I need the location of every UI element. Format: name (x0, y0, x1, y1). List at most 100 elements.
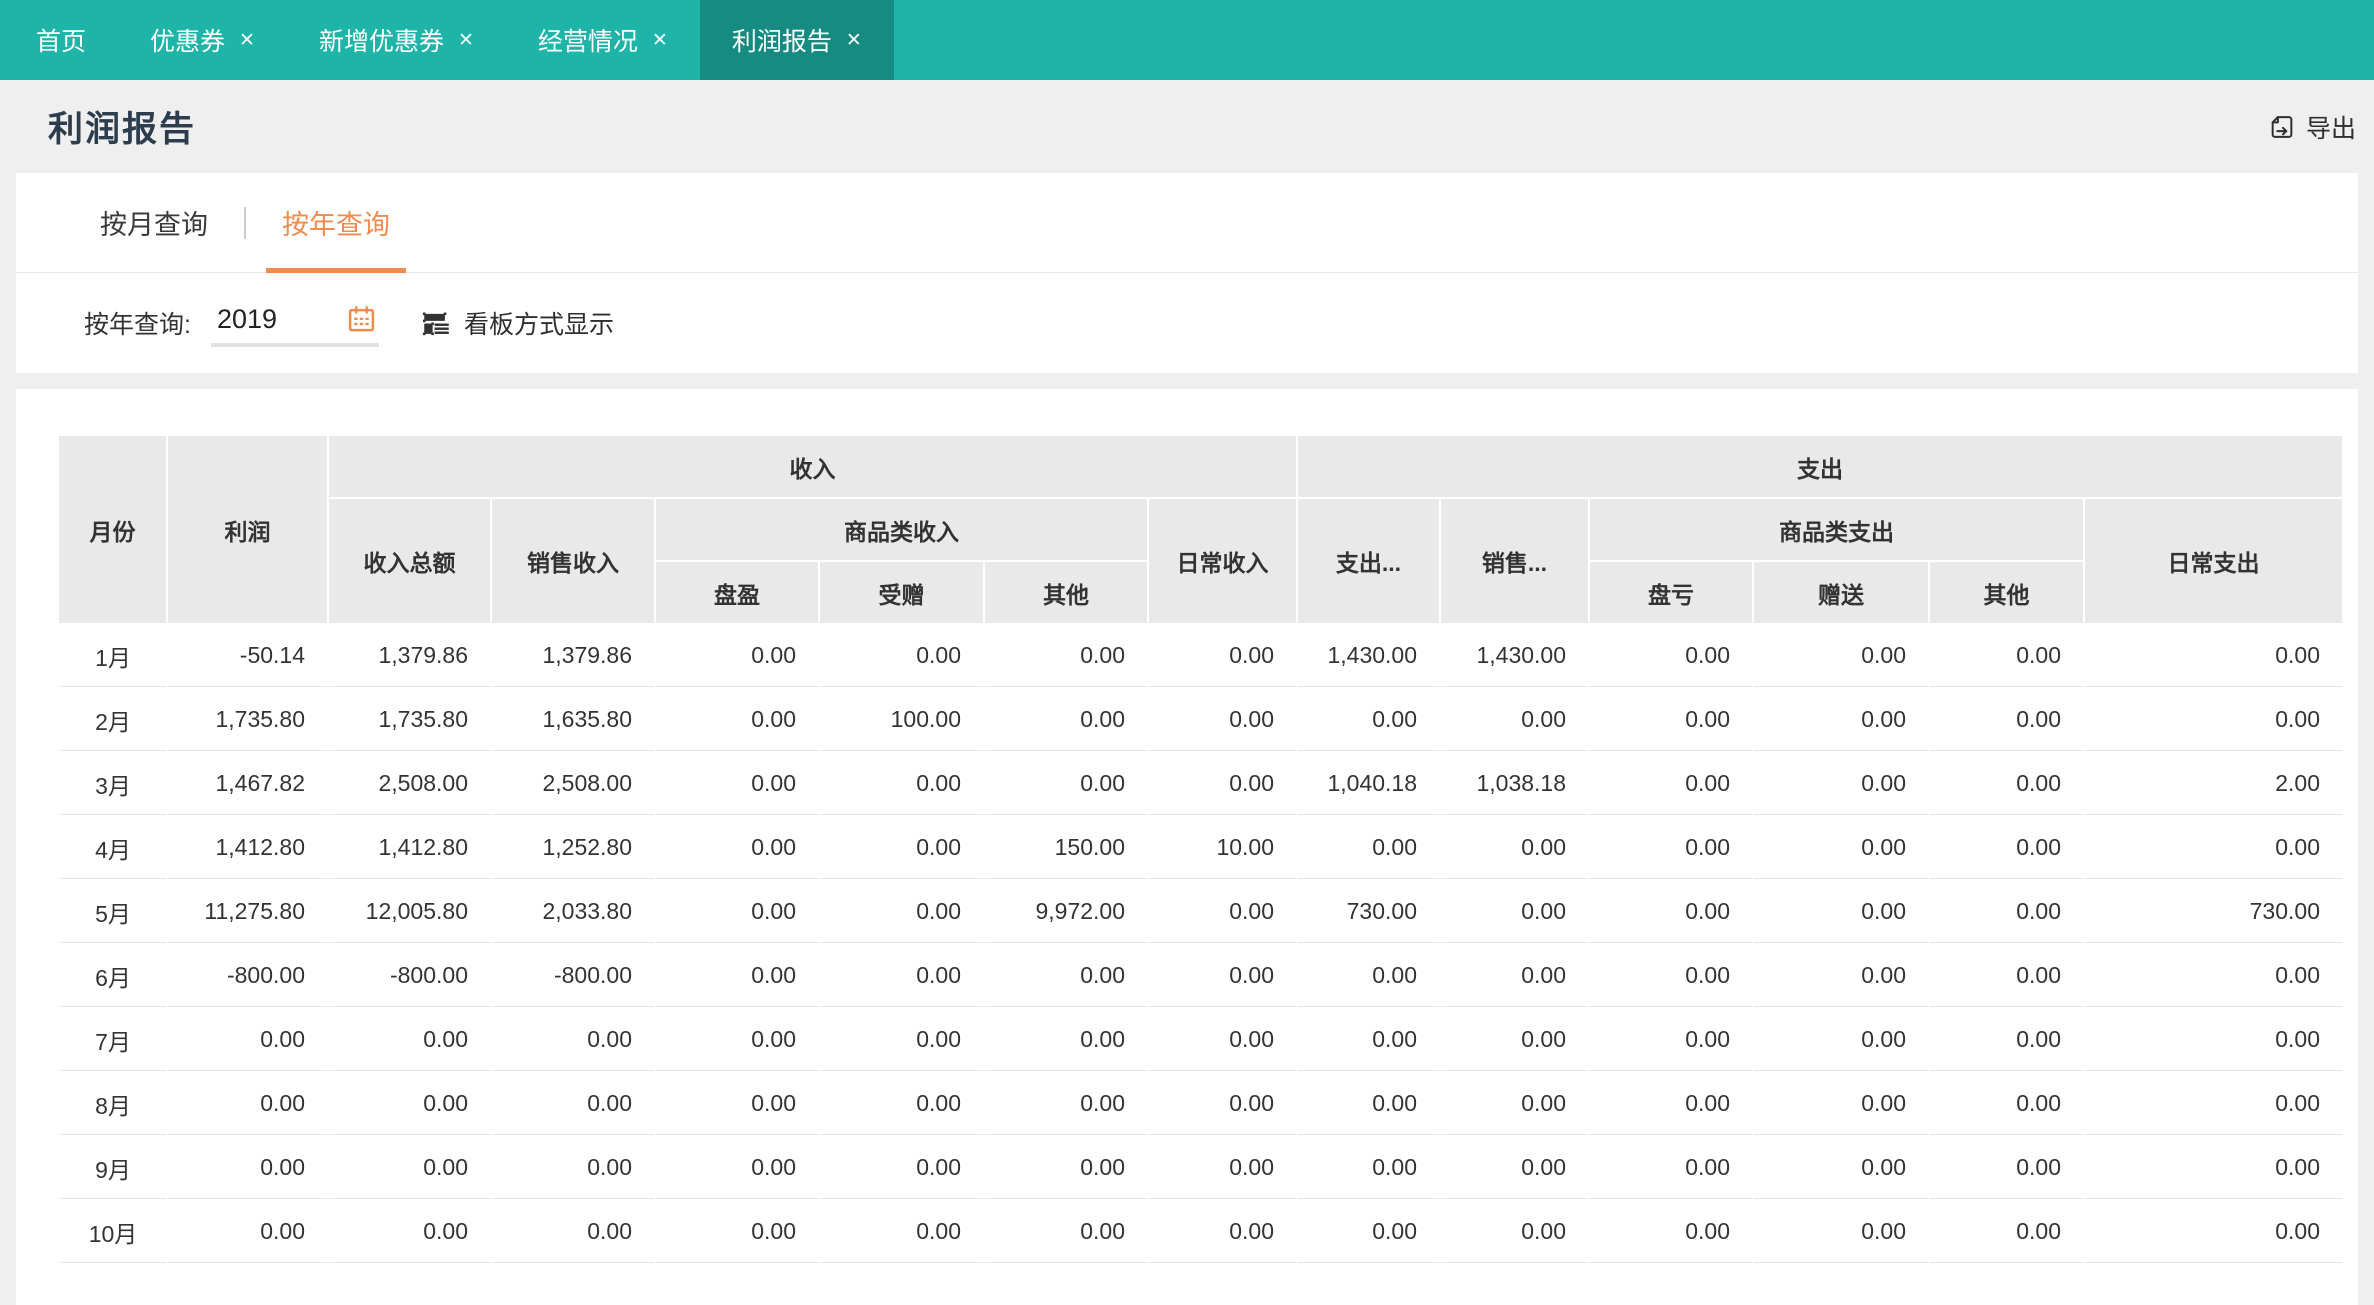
value-cell: 1,040.18 (1298, 753, 1439, 815)
export-button[interactable]: 导出 (2268, 109, 2356, 145)
close-icon[interactable]: ✕ (457, 29, 474, 51)
tab-by-month[interactable]: 按月查询 (100, 210, 208, 240)
value-cell: 2,508.00 (329, 753, 490, 815)
value-cell: 11,275.80 (168, 881, 327, 943)
value-cell: 0.00 (1930, 817, 2083, 879)
nav-tab[interactable]: 首页 (4, 0, 118, 80)
value-cell: 0.00 (329, 1009, 490, 1071)
value-cell: 0.00 (1590, 753, 1752, 815)
calendar-icon[interactable] (346, 304, 377, 335)
value-cell: 0.00 (1441, 1073, 1588, 1135)
value-cell: 0.00 (820, 753, 983, 815)
year-filter-label: 按年查询: (84, 311, 191, 339)
value-cell: 0.00 (2085, 1073, 2342, 1135)
close-icon[interactable]: ✕ (239, 29, 255, 51)
value-cell: 0.00 (2085, 1009, 2342, 1071)
value-cell: 0.00 (820, 625, 983, 687)
query-panel: 按月查询 按年查询 按年查询: 2019 (16, 173, 2358, 373)
value-cell: 0.00 (820, 881, 983, 943)
value-cell: 0.00 (1298, 1137, 1439, 1199)
value-cell: 0.00 (1590, 689, 1752, 751)
value-cell: 1,379.86 (329, 625, 490, 687)
value-cell: 0.00 (2085, 1137, 2342, 1199)
table-header: 月份 利润 收入 支出 收入总额 销售收入 商品类收入 日常收入 支出... 销… (59, 436, 2342, 623)
table-row: 7月 0.00 0.00 0.00 0.00 0.00 0.00 0.00 0.00 0.00 0.… (59, 1009, 2342, 1071)
month-cell: 7月 (59, 1009, 166, 1071)
page-title: 利润报告 (48, 110, 197, 149)
table-row: 4月 1,412.80 1,412.80 1,252.80 0.00 0.00 150.00… (59, 817, 2342, 879)
value-cell: 0.00 (1441, 945, 1588, 1007)
table-row: 1月 -50.14 1,379.86 1,379.86 0.00 0.00 0.00 0.00… (59, 625, 2342, 687)
value-cell: 0.00 (2085, 689, 2342, 751)
value-cell: 0.00 (492, 1009, 654, 1071)
board-view-toggle[interactable]: 看板方式显示 (421, 305, 614, 341)
header-daily-income: 日常收入 (1149, 499, 1296, 623)
value-cell: 0.00 (168, 1009, 327, 1071)
value-cell: 0.00 (1441, 1009, 1588, 1071)
value-cell: 0.00 (329, 1201, 490, 1263)
value-cell: 0.00 (1930, 1073, 2083, 1135)
value-cell: 0.00 (820, 1201, 983, 1263)
value-cell: 1,430.00 (1298, 625, 1439, 687)
value-cell: 0.00 (1298, 689, 1439, 751)
value-cell: 0.00 (2085, 817, 2342, 879)
value-cell: 1,379.86 (492, 625, 654, 687)
value-cell: 0.00 (1590, 1073, 1752, 1135)
value-cell: 0.00 (1930, 1009, 2083, 1071)
close-icon[interactable]: ✕ (845, 29, 862, 51)
value-cell: 0.00 (1590, 1009, 1752, 1071)
header-sales-income: 销售收入 (492, 499, 654, 623)
top-tab-bar: 首页 优惠券 ✕ 新增优惠券 ✕ 经营情况 ✕ 利润报告 ✕ (0, 0, 2374, 80)
nav-tab[interactable]: 优惠券 ✕ (118, 0, 287, 80)
value-cell: 0.00 (656, 689, 818, 751)
value-cell: 0.00 (1298, 1073, 1439, 1135)
header-month: 月份 (59, 436, 166, 623)
value-cell: 0.00 (1930, 1137, 2083, 1199)
header-other-expense: 其他 (1930, 562, 2083, 623)
month-cell: 8月 (59, 1073, 166, 1135)
value-cell: 0.00 (1441, 817, 1588, 879)
value-cell: 0.00 (2085, 625, 2342, 687)
header-profit: 利润 (168, 436, 327, 623)
nav-tab[interactable]: 经营情况 ✕ (506, 0, 700, 80)
value-cell: 0.00 (2085, 1201, 2342, 1263)
value-cell: 730.00 (1298, 881, 1439, 943)
value-cell: 0.00 (1149, 625, 1296, 687)
value-cell: 0.00 (1930, 625, 2083, 687)
nav-tab[interactable]: 新增优惠券 ✕ (287, 0, 506, 80)
month-cell: 10月 (59, 1201, 166, 1263)
nav-tab[interactable]: 利润报告 ✕ (699, 0, 894, 80)
nav-tab-label: 新增优惠券 (318, 28, 444, 56)
table-row: 9月 0.00 0.00 0.00 0.00 0.00 0.00 0.00 0.00 0.00 0.… (59, 1137, 2342, 1199)
value-cell: 0.00 (1754, 689, 1928, 751)
value-cell: 2.00 (2085, 753, 2342, 815)
value-cell: 0.00 (2085, 945, 2342, 1007)
value-cell: 0.00 (1590, 1137, 1752, 1199)
value-cell: 0.00 (656, 881, 818, 943)
header-gift-received: 受赠 (820, 562, 983, 623)
value-cell: 0.00 (1149, 945, 1296, 1007)
table-row: 5月 11,275.80 12,005.80 2,033.80 0.00 0.00 9,97… (59, 881, 2342, 943)
board-icon (421, 308, 452, 339)
value-cell: 0.00 (820, 945, 983, 1007)
tab-by-year[interactable]: 按年查询 (266, 173, 406, 273)
value-cell: 0.00 (1149, 1009, 1296, 1071)
value-cell: 0.00 (1298, 945, 1439, 1007)
value-cell: 0.00 (1754, 1009, 1928, 1071)
value-cell: 0.00 (985, 945, 1147, 1007)
value-cell: 0.00 (1754, 753, 1928, 815)
value-cell: 0.00 (985, 1137, 1147, 1199)
year-input[interactable]: 2019 (210, 300, 379, 347)
value-cell: 0.00 (1590, 881, 1752, 943)
query-tabs: 按月查询 按年查询 (16, 173, 2358, 273)
value-cell: 0.00 (1298, 817, 1439, 879)
value-cell: 0.00 (1754, 817, 1928, 879)
header-income-total: 收入总额 (329, 499, 490, 623)
value-cell: 1,412.80 (168, 817, 327, 879)
close-icon[interactable]: ✕ (651, 29, 668, 51)
value-cell: 0.00 (1149, 881, 1296, 943)
value-cell: 730.00 (2085, 881, 2342, 943)
table-row: 2月 1,735.80 1,735.80 1,635.80 0.00 100.00 0.00… (59, 689, 2342, 751)
value-cell: -50.14 (168, 625, 327, 687)
value-cell: 0.00 (656, 1201, 818, 1263)
